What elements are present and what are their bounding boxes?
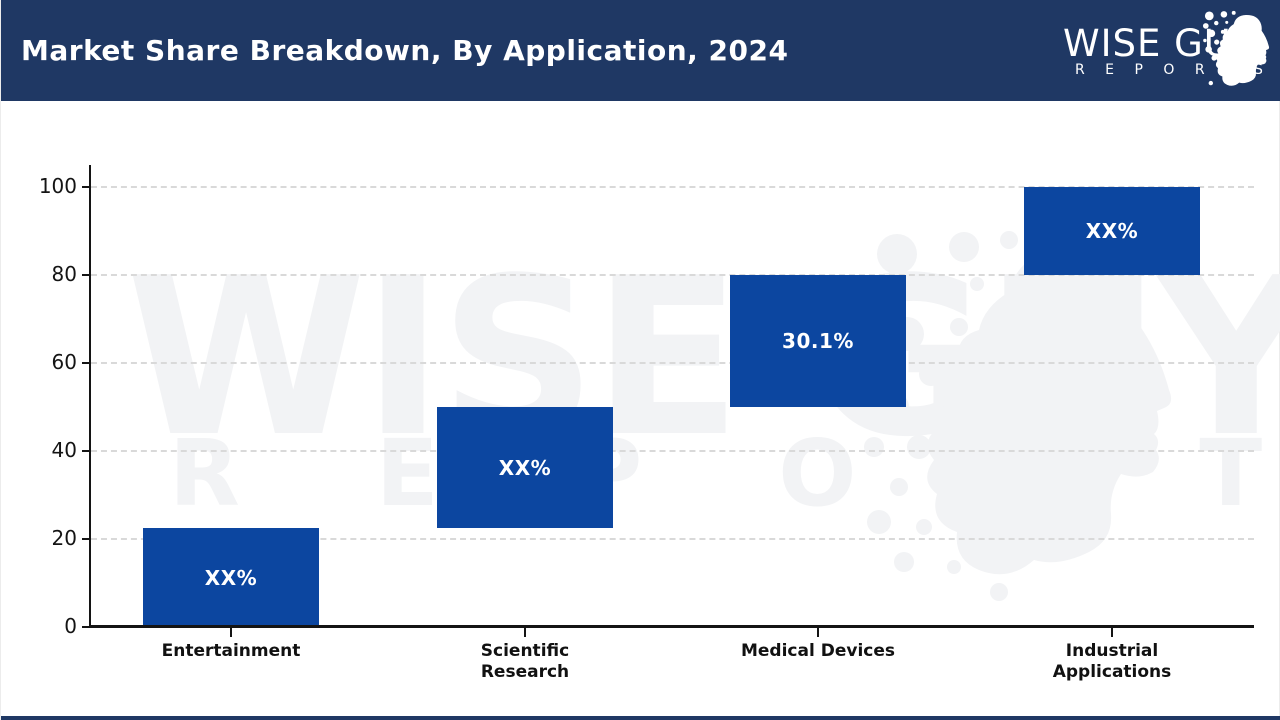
y-axis-tick <box>82 362 90 364</box>
bar: XX% <box>1024 187 1200 275</box>
x-category-label-line: Entertainment <box>161 641 301 661</box>
gridline <box>91 274 1254 276</box>
x-category-label-line: Research <box>480 662 570 682</box>
brand-logo: WISE GUY R E P O R T S <box>1029 6 1271 96</box>
footer-bar <box>1 716 1280 720</box>
y-tick-label: 40 <box>51 438 77 462</box>
x-category-label: Scientific Research <box>405 641 645 683</box>
bar: XX% <box>437 407 613 528</box>
x-category-label-line: Scientific <box>480 641 570 661</box>
x-category-label: Industrial Applications <box>992 641 1232 683</box>
bar-value-label: XX% <box>204 565 258 590</box>
y-tick-label: 80 <box>51 262 77 286</box>
watermark-reports-text: R E P O R T S <box>169 420 1280 527</box>
gridline <box>91 538 1254 540</box>
y-tick-label: 0 <box>64 614 77 638</box>
x-category-label-line: Industrial <box>1065 641 1159 661</box>
x-axis-tick <box>1111 628 1113 637</box>
x-axis-line <box>89 625 1254 628</box>
bar: 30.1% <box>730 274 906 407</box>
x-category-label: Entertainment <box>111 641 351 662</box>
y-tick-label: 60 <box>51 350 77 374</box>
brand-logo-subtext: R E P O R T S <box>1075 62 1271 78</box>
gridline <box>91 362 1254 364</box>
bar: XX% <box>143 528 319 627</box>
y-axis-tick <box>82 274 90 276</box>
brand-logo-head-icon <box>1202 10 1270 86</box>
gridline <box>91 186 1254 188</box>
watermark-head-dots-icon <box>864 231 1172 601</box>
x-category-label: Medical Devices <box>698 641 938 662</box>
gridline <box>91 450 1254 452</box>
y-axis-tick <box>82 186 90 188</box>
chart-title: Market Share Breakdown, By Application, … <box>21 34 789 67</box>
x-category-label-line: Applications <box>1052 662 1172 682</box>
x-axis-tick <box>524 628 526 637</box>
watermark-brand-text: WISE GUY <box>126 232 1280 485</box>
x-category-label-line: Medical Devices <box>740 641 895 661</box>
header-bar: Market Share Breakdown, By Application, … <box>1 0 1280 101</box>
y-axis-tick <box>82 626 90 628</box>
bar-value-label: XX% <box>1085 218 1139 243</box>
y-tick-label: 100 <box>38 174 77 198</box>
y-axis-tick <box>82 538 90 540</box>
x-axis-tick <box>230 628 232 637</box>
bar-value-label: XX% <box>498 455 552 480</box>
bar-value-label: 30.1% <box>782 328 854 353</box>
x-axis-tick <box>817 628 819 637</box>
y-tick-label: 20 <box>51 526 77 550</box>
y-axis-tick <box>82 450 90 452</box>
y-axis-line <box>89 165 91 628</box>
